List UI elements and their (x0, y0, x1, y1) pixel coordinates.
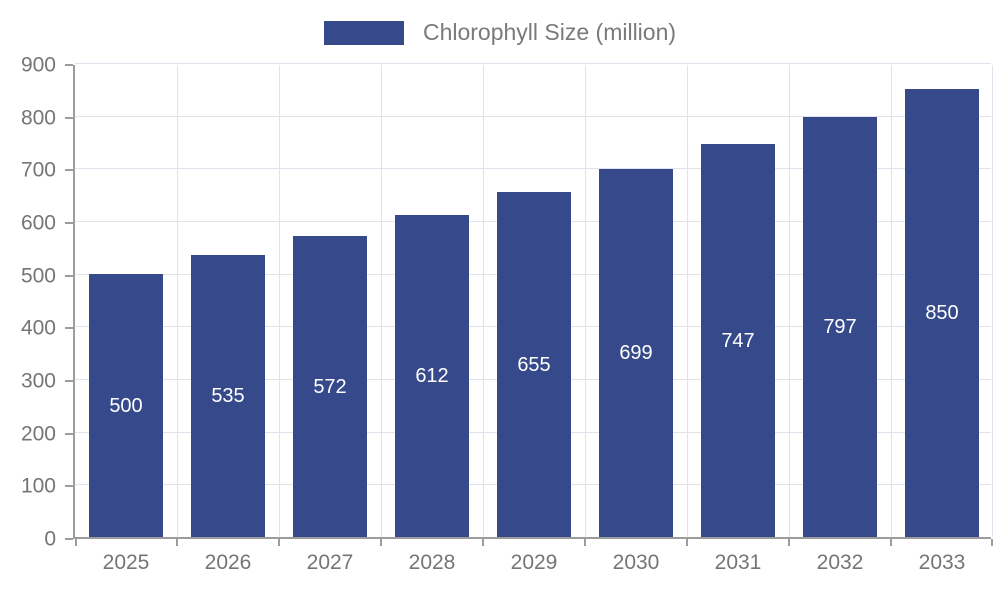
bar-2027[interactable]: 572 (293, 236, 367, 537)
y-axis-label: 900 (20, 53, 56, 77)
x-gridline (177, 65, 178, 537)
x-axis-label: 2027 (306, 551, 354, 574)
y-axis-tick (65, 64, 73, 66)
x-gridline (891, 65, 892, 537)
x-gridline (279, 65, 280, 537)
y-axis-tick (65, 538, 73, 540)
y-gridline (75, 115, 991, 117)
plot-area: 0 100 200 300 400 500 600 700 800 900 2025 2026 2027… (21, 55, 993, 573)
bar-value-label: 612 (415, 365, 449, 387)
x-gridline (687, 65, 688, 537)
x-axis-tick (686, 539, 688, 546)
bar-value-label: 850 (925, 302, 959, 324)
y-gridline (75, 63, 991, 64)
x-axis-tick (278, 539, 280, 546)
y-axis-tick (65, 485, 73, 488)
x-axis-tick (890, 539, 892, 546)
x-gridline (585, 65, 586, 537)
y-axis-tick (65, 116, 73, 119)
x-axis-label: 2030 (612, 551, 660, 574)
x-axis-tick (75, 539, 77, 546)
x-axis-tick (380, 539, 382, 546)
bar-2028[interactable]: 612 (395, 215, 469, 537)
y-axis-tick (65, 169, 73, 172)
legend-swatch (323, 20, 404, 45)
x-axis-label: 2028 (408, 551, 456, 574)
x-axis-label: 2031 (714, 551, 762, 574)
bar-2031[interactable]: 747 (701, 144, 775, 537)
bar-value-label: 797 (823, 316, 857, 338)
x-axis-label: 2025 (102, 551, 150, 574)
bar-2030[interactable]: 699 (599, 169, 673, 537)
y-axis-label: 800 (20, 106, 56, 130)
x-axis-label: 2029 (510, 551, 558, 574)
x-axis-tick (176, 539, 178, 546)
legend: Chlorophyll Size (million) (0, 19, 1000, 46)
y-axis-label: 200 (20, 422, 56, 446)
y-axis-tick (65, 274, 73, 277)
y-axis-tick (65, 327, 73, 330)
bar-value-label: 747 (721, 329, 755, 352)
x-axis-label: 2033 (918, 551, 966, 574)
x-gridline (381, 65, 382, 537)
y-axis-label: 100 (20, 474, 56, 498)
bar-value-label: 699 (619, 342, 653, 364)
legend-item-chlorophyll-size[interactable]: Chlorophyll Size (million) (323, 19, 677, 46)
x-gridline (789, 65, 790, 537)
y-axis-label: 600 (20, 211, 56, 235)
bar-2032[interactable]: 797 (803, 117, 877, 537)
bar-2033[interactable]: 850 (905, 89, 979, 537)
x-axis-label: 2026 (204, 551, 252, 574)
bar-value-label: 572 (313, 375, 347, 398)
bar-value-label: 655 (517, 353, 551, 376)
y-axis-label: 500 (20, 264, 56, 288)
y-axis-tick (65, 432, 73, 435)
y-axis-label: 400 (20, 316, 56, 340)
y-axis-tick (65, 380, 73, 382)
bar-2029[interactable]: 655 (497, 192, 571, 537)
x-gridline (992, 65, 993, 537)
x-axis-tick (482, 539, 484, 546)
x-axis-tick (788, 539, 790, 546)
bar-value-label: 535 (211, 385, 245, 407)
legend-label: Chlorophyll Size (million) (422, 19, 677, 45)
y-axis-tick (65, 222, 73, 224)
x-gridline (483, 65, 484, 537)
bar-value-label: 500 (109, 394, 143, 417)
x-axis-label: 2032 (816, 551, 864, 574)
x-axis-tick (584, 539, 586, 546)
y-axis-label: 700 (20, 158, 56, 182)
bar-2026[interactable]: 535 (191, 255, 265, 537)
x-axis-tick (991, 539, 993, 546)
y-axis-label: 0 (44, 527, 56, 551)
bar-2025[interactable]: 500 (89, 274, 163, 537)
y-gridline (75, 168, 991, 170)
y-axis-label: 300 (20, 369, 56, 393)
